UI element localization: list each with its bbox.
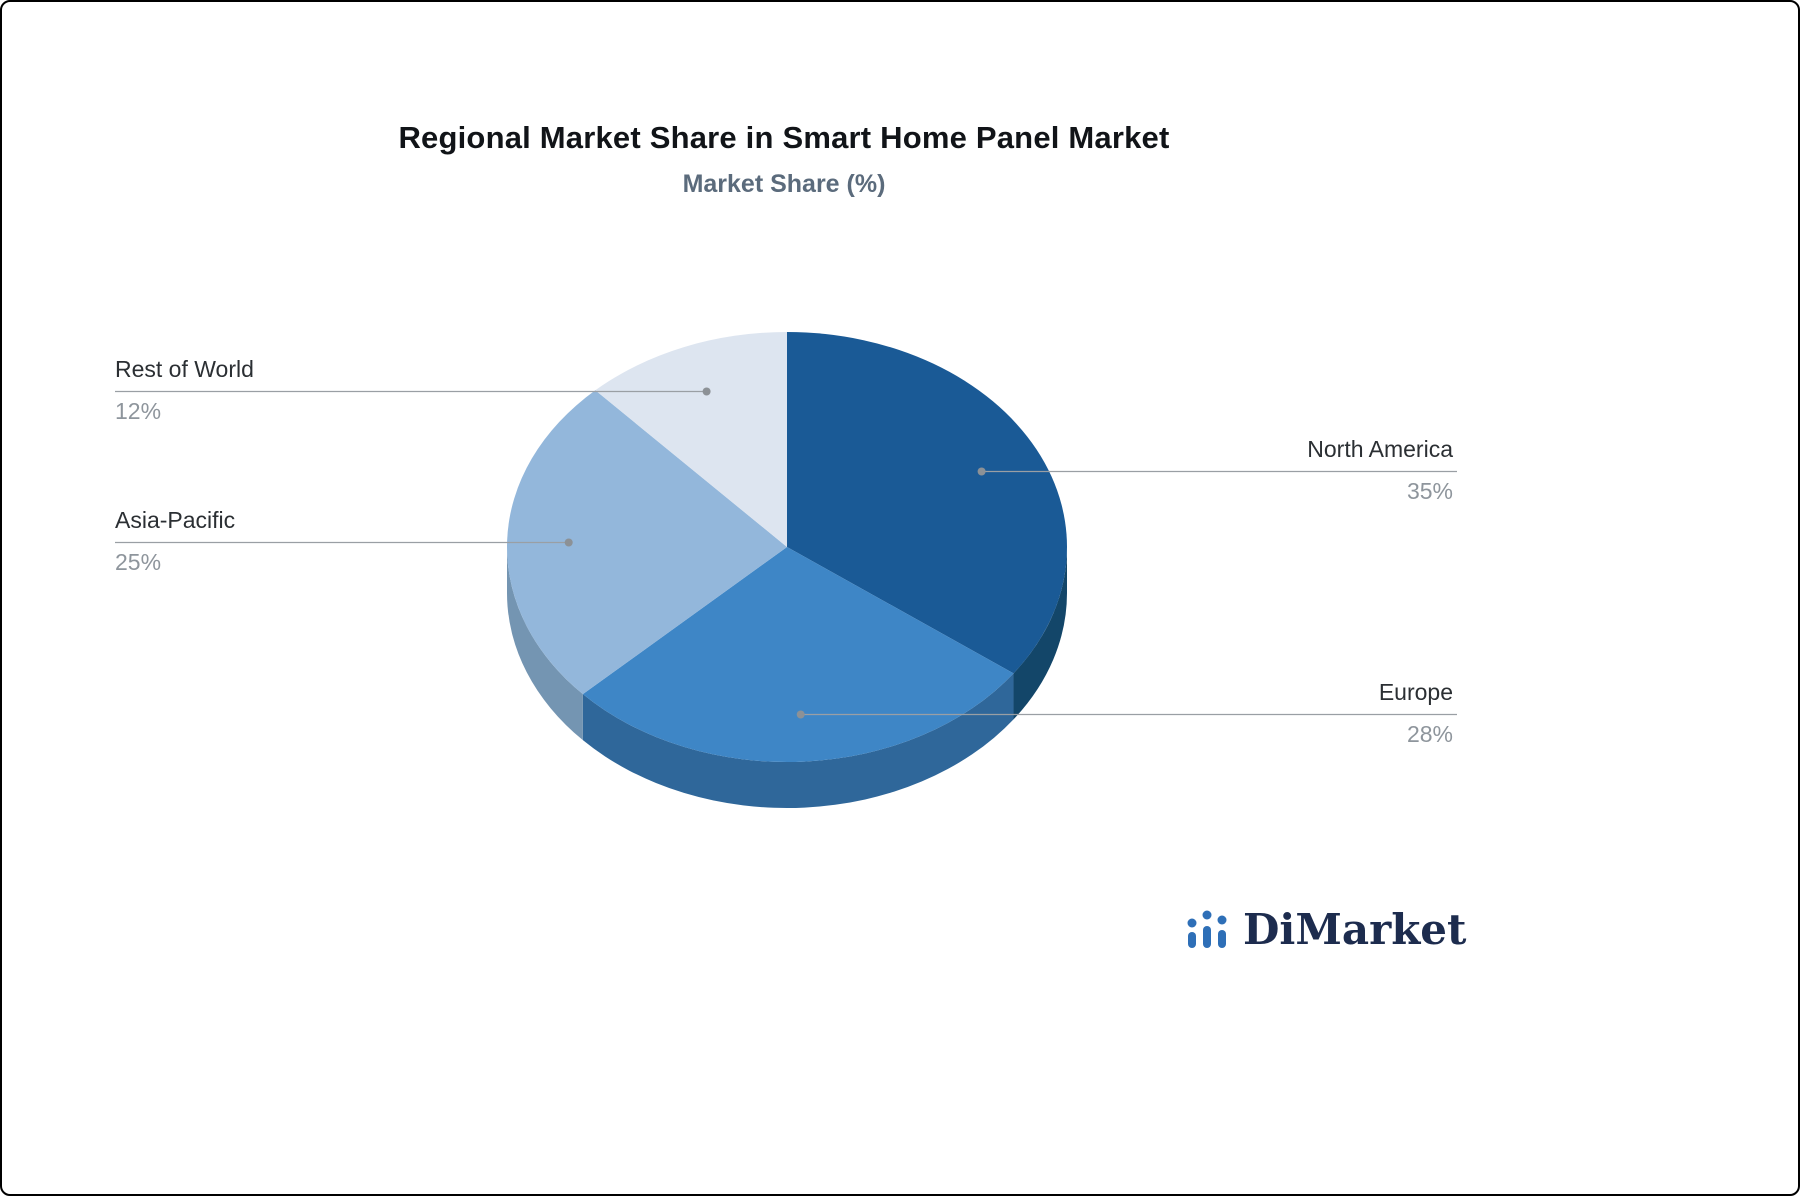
pie-slice-side-north-america — [1013, 547, 1067, 720]
callout-dot-europe — [796, 710, 805, 719]
callout-dot-rest-of-world — [702, 387, 711, 396]
dimarket-logo: DiMarket — [1185, 902, 1466, 958]
chart-title: Regional Market Share in Smart Home Pane… — [398, 120, 1170, 155]
pie-slice-side-asia-pacific — [507, 547, 583, 741]
pie-slice-asia-pacific[interactable] — [507, 390, 787, 695]
callout-dot-north-america — [977, 467, 986, 476]
callout-dot-asia-pacific — [564, 538, 573, 547]
pie-slice-side-europe — [582, 673, 1014, 808]
pie-slice-europe[interactable] — [582, 547, 1014, 762]
dimarket-logo-text: DiMarket — [1243, 905, 1467, 954]
pie-slice-north-america[interactable] — [787, 332, 1067, 674]
bar-dots-chart-icon — [1187, 910, 1227, 948]
chart-subtitle: Market Share (%) — [682, 170, 886, 198]
pie-slice-rest-of-world[interactable] — [595, 332, 787, 547]
